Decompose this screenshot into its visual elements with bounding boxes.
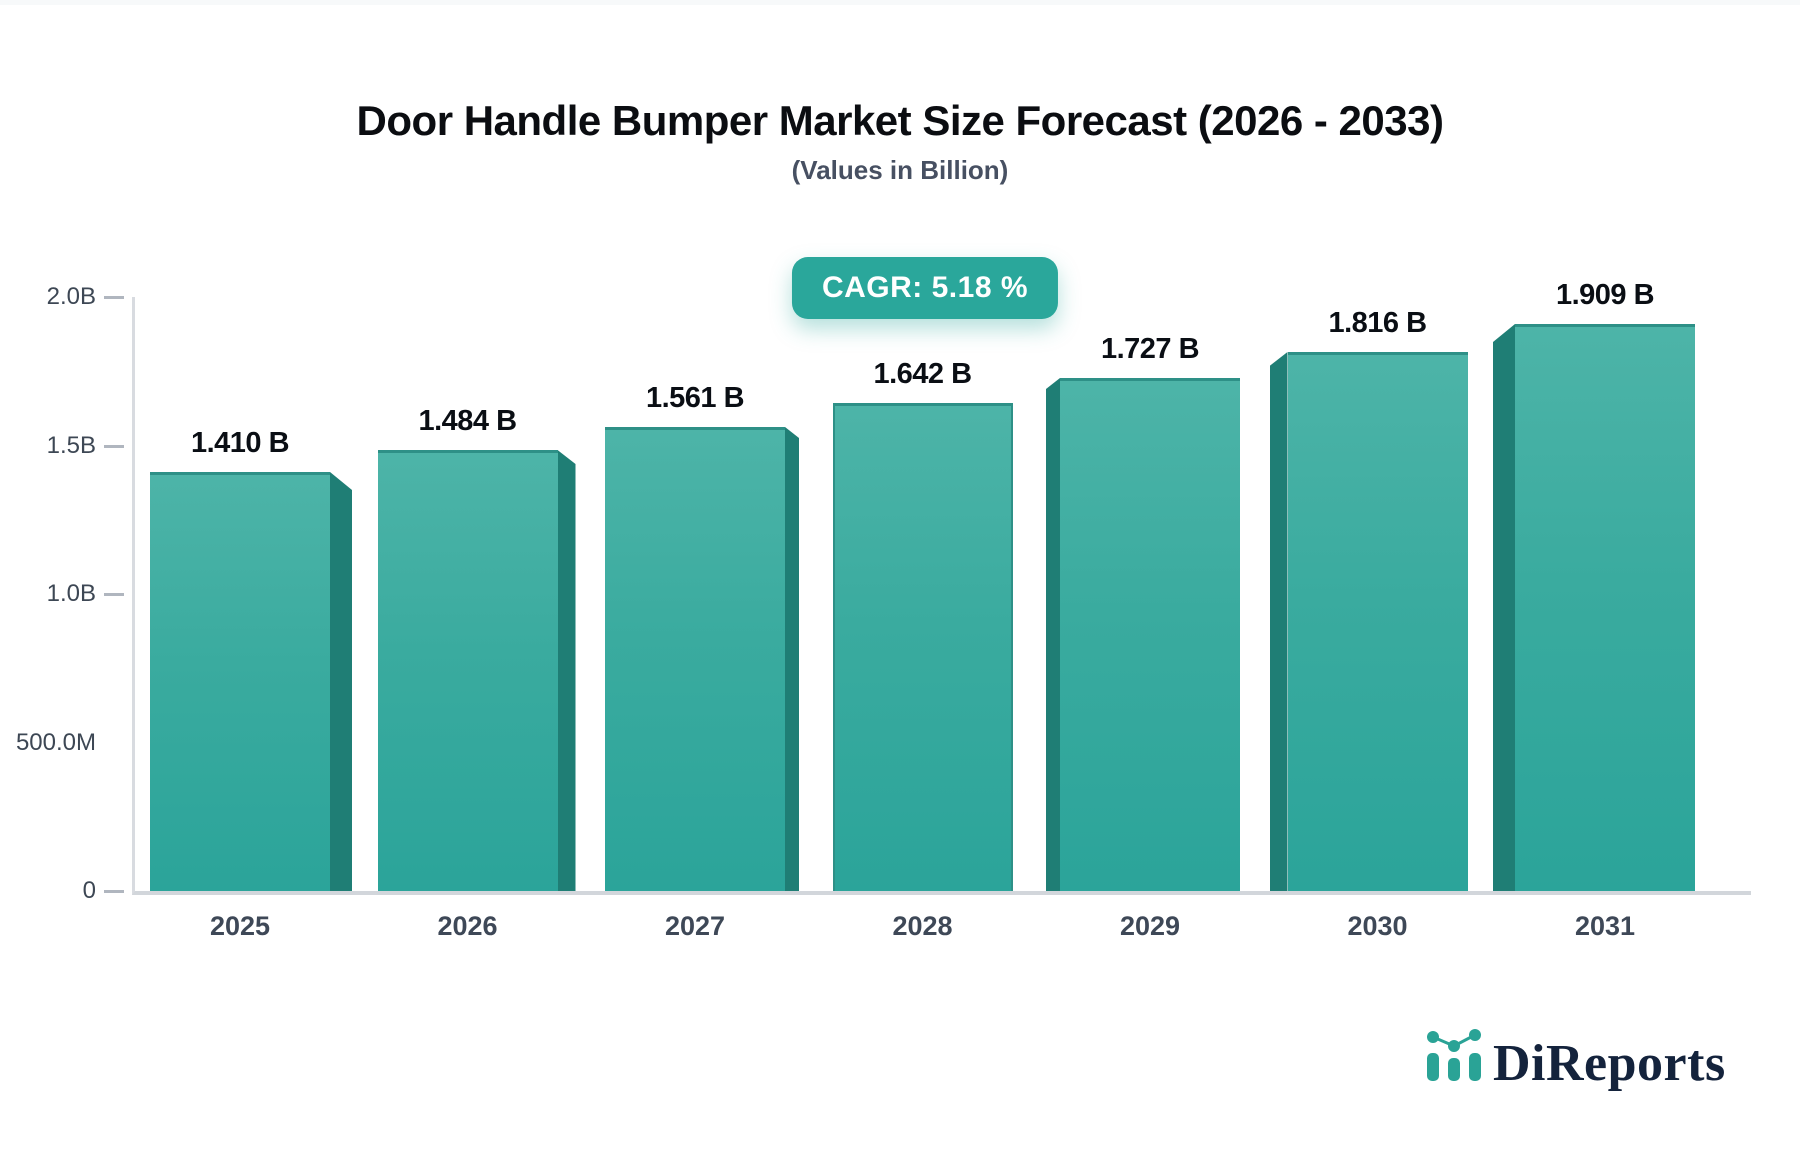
x-axis-label-2028: 2028 [892, 911, 953, 941]
bar-bevel-left [1269, 352, 1288, 891]
bar-value-label-2025: 1.410 B [190, 427, 290, 459]
bar-2030 [1269, 352, 1468, 891]
bar-face [150, 472, 330, 891]
bar-value-label-2027: 1.561 B [645, 382, 745, 414]
y-axis-tick [104, 296, 124, 299]
y-axis-label-1.5B: 1.5B [46, 431, 96, 459]
x-axis-label-2025: 2025 [209, 911, 271, 941]
bar-face [1515, 324, 1695, 891]
bar-face [605, 427, 785, 891]
y-axis-tick [104, 593, 124, 596]
cagr-badge: CAGR: 5.18 % [791, 257, 1059, 319]
bar-bevel-left [1046, 378, 1060, 891]
bar-bevel-right [557, 450, 576, 891]
brand-logo-text: DiReports [1493, 1035, 1726, 1092]
x-axis-label-2027: 2027 [664, 911, 726, 941]
bar-2027 [605, 427, 799, 891]
y-axis-label-2.0B: 2.0B [46, 283, 96, 310]
bar-2029 [1046, 378, 1240, 891]
bar-value-label-2029: 1.727 B [1100, 333, 1200, 365]
plot-area: 1.410 B 1.484 B 1.561 B 1.642 B 1.727 B 1.816… [132, 279, 1751, 895]
bar-bevel-right [785, 427, 799, 891]
bar-2025 [150, 472, 352, 891]
chart-subtitle: (Values in Billion) [791, 155, 1009, 185]
bar-face [377, 450, 558, 891]
x-axis-label-2030: 2030 [1347, 911, 1408, 941]
y-axis-tick [104, 444, 124, 448]
bar-face [1287, 352, 1468, 891]
brand-logo: DiReports [1424, 1027, 1726, 1090]
bar-2031 [1493, 324, 1695, 891]
bar-value-label-2028: 1.642 B [873, 358, 972, 390]
y-axis-label-500.0M: 500.0M [15, 728, 96, 756]
bar-bevel-right [330, 472, 352, 891]
y-axis-tick [104, 890, 124, 893]
bar-face [832, 403, 1013, 891]
bar-face [1060, 378, 1240, 891]
bar-bevel-left [1493, 324, 1515, 891]
bar-chart-logo-icon [1424, 1027, 1486, 1088]
x-axis-label-2031: 2031 [1574, 911, 1636, 941]
y-axis-label-1.0B: 1.0B [46, 580, 96, 607]
y-axis-label-0: 0 [82, 877, 96, 904]
chart-title: Door Handle Bumper Market Size Forecast … [356, 97, 1444, 144]
bar-value-label-2030: 1.816 B [1328, 307, 1427, 339]
bar-2026 [377, 450, 576, 891]
bar-2028 [832, 403, 1013, 891]
x-axis-label-2026: 2026 [437, 911, 498, 941]
bar-value-label-2031: 1.909 B [1555, 279, 1655, 311]
bar-value-label-2026: 1.484 B [418, 405, 517, 437]
x-axis-label-2029: 2029 [1119, 911, 1181, 941]
